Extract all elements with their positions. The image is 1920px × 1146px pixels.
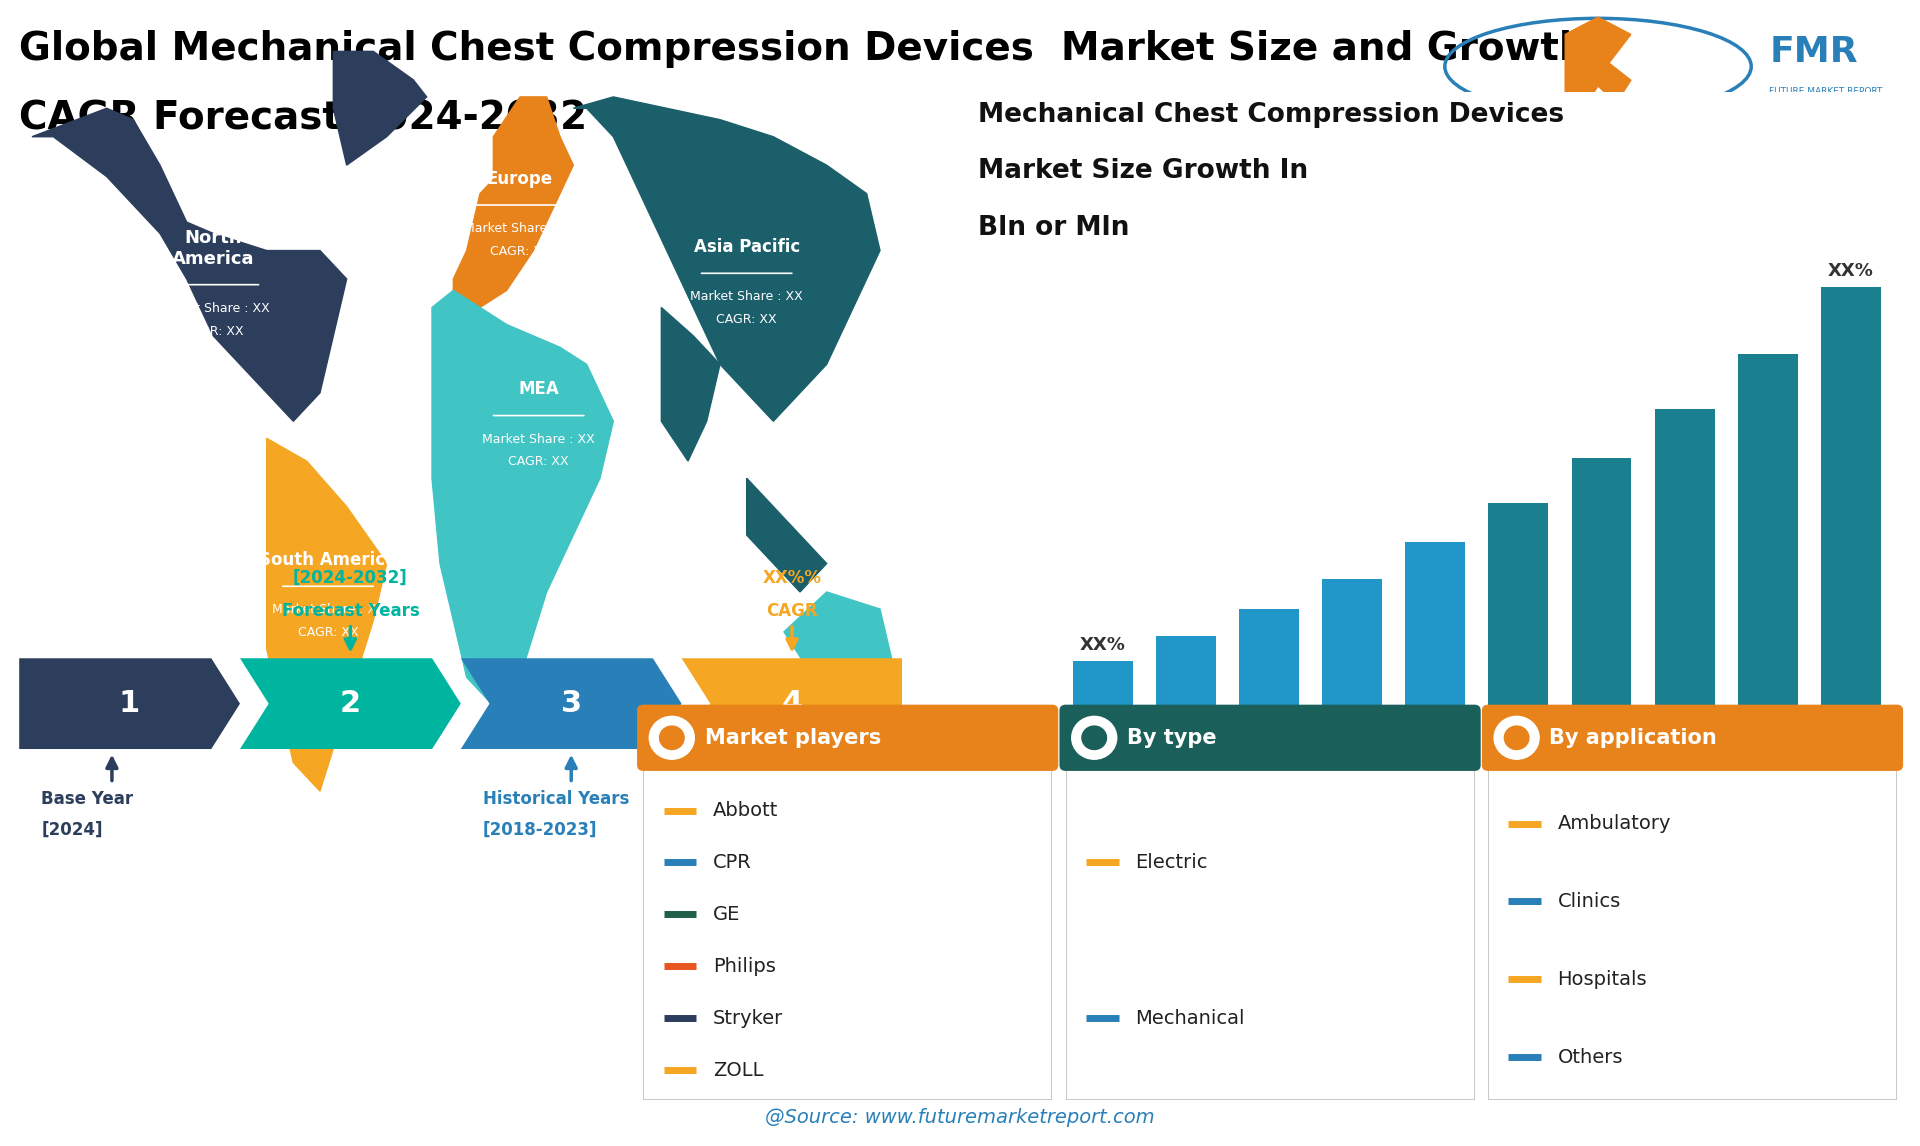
- Text: XX%: XX%: [1828, 262, 1874, 280]
- Text: Ambulatory: Ambulatory: [1557, 814, 1670, 833]
- Bar: [1488, 503, 1548, 802]
- Text: GE: GE: [712, 905, 739, 924]
- Text: 2: 2: [340, 689, 361, 719]
- Text: ZOLL: ZOLL: [712, 1061, 764, 1080]
- Polygon shape: [660, 307, 720, 461]
- Text: CAGR: XX: CAGR: XX: [182, 324, 244, 338]
- Text: Market Share : XX: Market Share : XX: [691, 290, 803, 304]
- Polygon shape: [33, 108, 348, 422]
- Text: Others: Others: [1557, 1047, 1622, 1067]
- Text: CPR: CPR: [712, 853, 751, 872]
- Text: [2018-2023]: [2018-2023]: [484, 821, 597, 839]
- Bar: [1820, 288, 1882, 802]
- Circle shape: [660, 727, 684, 749]
- Text: 4: 4: [781, 689, 803, 719]
- Text: South America: South America: [259, 551, 397, 570]
- Text: CAGR: XX: CAGR: XX: [716, 313, 778, 327]
- Text: CAGR: XX: CAGR: XX: [490, 245, 551, 258]
- Text: Philips: Philips: [712, 957, 776, 976]
- Text: MEA: MEA: [518, 380, 559, 399]
- Polygon shape: [574, 97, 879, 422]
- FancyBboxPatch shape: [1482, 705, 1903, 771]
- Text: Electric: Electric: [1135, 853, 1208, 872]
- Text: FUTURE MARKET REPORT: FUTURE MARKET REPORT: [1770, 87, 1884, 96]
- Text: XX%%: XX%%: [762, 568, 822, 587]
- Text: Market Share : XX: Market Share : XX: [271, 603, 384, 617]
- Text: [2024]: [2024]: [42, 821, 104, 839]
- Text: Clinics: Clinics: [1557, 892, 1620, 911]
- Text: Market Size Growth In: Market Size Growth In: [977, 158, 1308, 185]
- Polygon shape: [432, 290, 612, 706]
- Polygon shape: [1565, 17, 1630, 103]
- Bar: [1738, 354, 1797, 802]
- Text: Abbott: Abbott: [712, 801, 778, 821]
- Bar: [1323, 579, 1382, 802]
- Text: Historical Years: Historical Years: [484, 791, 630, 808]
- Polygon shape: [747, 478, 828, 592]
- Text: [2024-2032]: [2024-2032]: [294, 568, 407, 587]
- Text: Mechanical Chest Compression Devices: Mechanical Chest Compression Devices: [977, 102, 1565, 128]
- Text: CAGR: CAGR: [766, 602, 818, 620]
- Polygon shape: [334, 52, 426, 165]
- Polygon shape: [453, 108, 574, 307]
- Text: Market Share : XX: Market Share : XX: [157, 301, 269, 315]
- Text: Asia Pacific: Asia Pacific: [693, 238, 801, 257]
- Text: Bln or Mln: Bln or Mln: [977, 215, 1129, 241]
- Text: XX%: XX%: [1079, 636, 1125, 653]
- Text: Market Share : XX: Market Share : XX: [463, 222, 576, 235]
- Bar: [1238, 609, 1298, 802]
- Polygon shape: [682, 658, 902, 749]
- Text: Global Mechanical Chest Compression Devices  Market Size and Growth |: Global Mechanical Chest Compression Devi…: [19, 30, 1615, 69]
- Bar: [1655, 408, 1715, 802]
- Bar: [1405, 542, 1465, 802]
- Text: CAGR: XX: CAGR: XX: [509, 455, 568, 469]
- Circle shape: [1071, 716, 1117, 760]
- Bar: [989, 711, 1050, 802]
- FancyBboxPatch shape: [1060, 705, 1480, 771]
- Text: CAGR: XX: CAGR: XX: [298, 626, 359, 639]
- Text: By application: By application: [1549, 728, 1716, 748]
- FancyBboxPatch shape: [1066, 766, 1475, 1100]
- Polygon shape: [461, 658, 682, 749]
- Circle shape: [649, 716, 695, 760]
- Circle shape: [1494, 716, 1540, 760]
- Text: Market Share : XX: Market Share : XX: [482, 433, 595, 446]
- Text: CAGR Forecast 2024-2032: CAGR Forecast 2024-2032: [19, 99, 588, 138]
- FancyBboxPatch shape: [643, 766, 1052, 1100]
- Text: Base Year: Base Year: [42, 791, 132, 808]
- Circle shape: [1083, 727, 1106, 749]
- Text: 3: 3: [561, 689, 582, 719]
- Text: Forecast Years: Forecast Years: [282, 602, 419, 620]
- Bar: [1156, 636, 1215, 802]
- Polygon shape: [783, 592, 893, 723]
- Text: By type: By type: [1127, 728, 1217, 748]
- Polygon shape: [493, 97, 561, 194]
- Text: Market players: Market players: [705, 728, 881, 748]
- Polygon shape: [267, 438, 386, 791]
- FancyBboxPatch shape: [637, 705, 1058, 771]
- Text: Stryker: Stryker: [712, 1008, 783, 1028]
- Bar: [1572, 457, 1632, 802]
- Text: Hospitals: Hospitals: [1557, 970, 1647, 989]
- Circle shape: [1505, 727, 1528, 749]
- Text: Mechanical: Mechanical: [1135, 1008, 1244, 1028]
- Text: North
America: North America: [173, 229, 255, 268]
- Polygon shape: [19, 658, 240, 749]
- Polygon shape: [240, 658, 461, 749]
- Text: FMR: FMR: [1770, 34, 1859, 69]
- Text: Europe: Europe: [488, 170, 553, 188]
- FancyBboxPatch shape: [1488, 766, 1897, 1100]
- Polygon shape: [927, 706, 947, 763]
- Text: 1: 1: [119, 689, 140, 719]
- Bar: [1073, 661, 1133, 802]
- Text: @Source: www.futuremarketreport.com: @Source: www.futuremarketreport.com: [766, 1108, 1154, 1127]
